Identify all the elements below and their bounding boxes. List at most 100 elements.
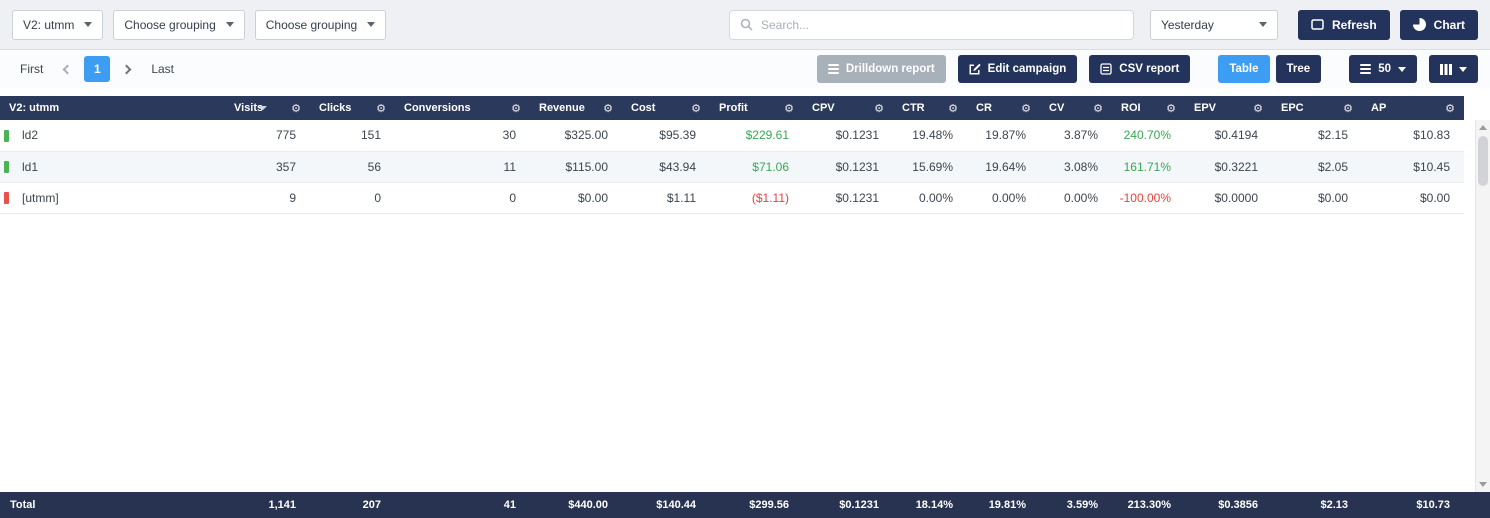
column-settings-gear-icon[interactable]: ⚙ [603, 101, 613, 115]
column-settings-gear-icon[interactable]: ⚙ [376, 101, 386, 115]
tree-view-label: Tree [1286, 63, 1311, 75]
column-header-cost[interactable]: Cost ⚙ [622, 96, 710, 120]
pagination-first[interactable]: First [20, 62, 44, 76]
total-cost: $140.44 [656, 499, 696, 511]
table-view-label: Table [1229, 63, 1259, 75]
vertical-scrollbar[interactable] [1475, 120, 1490, 492]
column-header-cpv[interactable]: CPV ⚙ [803, 96, 893, 120]
column-settings-gear-icon[interactable]: ⚙ [1445, 101, 1455, 115]
cell-visits: 9 [225, 182, 310, 214]
cell-revenue: $115.00 [530, 151, 622, 183]
column-header-epc[interactable]: EPC ⚙ [1272, 96, 1362, 120]
table-row[interactable]: ld2 775 151 30 $325.00 $95.39 $229.61 $0.1231 19… [0, 120, 1464, 152]
total-visits: 1,141 [268, 499, 296, 511]
cell-profit: $71.06 [710, 151, 803, 183]
cell-cv: 3.87% [1040, 120, 1112, 152]
columns-select[interactable] [1429, 55, 1478, 83]
column-header-epv[interactable]: EPV ⚙ [1185, 96, 1272, 120]
column-label: Profit [719, 102, 748, 114]
cell-epv: $0.4194 [1185, 120, 1272, 152]
cell-ctr: 15.69% [893, 151, 967, 183]
drilldown-report-label: Drilldown report [845, 63, 935, 75]
pagination-prev-icon[interactable] [62, 64, 73, 74]
grouping-select-2[interactable]: Choose grouping [254, 9, 387, 40]
refresh-button-label: Refresh [1331, 17, 1377, 32]
scrollbar-thumb[interactable] [1478, 136, 1488, 186]
list-icon [827, 64, 839, 74]
column-settings-gear-icon[interactable]: ⚙ [291, 101, 301, 115]
column-header-conversions[interactable]: Conversions ⚙ [395, 96, 530, 120]
scroll-up-icon[interactable] [1479, 125, 1487, 130]
column-settings-gear-icon[interactable]: ⚙ [1021, 101, 1031, 115]
total-roi: 213.30% [1127, 499, 1171, 511]
tree-view-toggle[interactable]: Tree [1275, 55, 1322, 83]
chevron-down-icon [1459, 66, 1467, 72]
cell-cr: 19.87% [967, 120, 1040, 152]
search-box [728, 9, 1134, 40]
cell-cv: 0.00% [1040, 182, 1112, 214]
cell-epv: $0.3221 [1185, 151, 1272, 183]
page-size-select[interactable]: 50 [1349, 55, 1417, 83]
column-header-name[interactable]: V2: utmm [0, 96, 225, 120]
column-header-cv[interactable]: CV ⚙ [1040, 96, 1112, 120]
column-settings-gear-icon[interactable]: ⚙ [948, 101, 958, 115]
total-label: Total [10, 499, 36, 511]
csv-report-button[interactable]: CSV report [1089, 55, 1191, 83]
pagination-next-icon[interactable] [121, 64, 132, 74]
refresh-button[interactable]: Refresh [1297, 9, 1390, 40]
column-header-clicks[interactable]: Clicks ⚙ [310, 96, 395, 120]
sort-caret-icon [259, 106, 268, 110]
scroll-down-icon[interactable] [1479, 482, 1487, 487]
cell-cpv: $0.1231 [803, 120, 893, 152]
chart-button[interactable]: Chart [1399, 9, 1478, 40]
column-settings-gear-icon[interactable]: ⚙ [1343, 101, 1353, 115]
column-settings-gear-icon[interactable]: ⚙ [784, 101, 794, 115]
chevron-down-icon [225, 22, 234, 27]
cell-ap: $10.83 [1362, 120, 1464, 152]
total-profit: $299.56 [749, 499, 789, 511]
search-input[interactable] [760, 17, 1123, 32]
grouping-select-1-value: Choose grouping [124, 17, 216, 32]
date-range-select[interactable]: Yesterday [1149, 9, 1278, 40]
column-settings-gear-icon[interactable]: ⚙ [1166, 101, 1176, 115]
column-header-cr[interactable]: CR ⚙ [967, 96, 1040, 120]
cell-cpv: $0.1231 [803, 151, 893, 183]
cell-visits: 357 [225, 151, 310, 183]
column-header-roi[interactable]: ROI ⚙ [1112, 96, 1185, 120]
csv-file-icon [1100, 63, 1112, 75]
chevron-down-icon [1258, 22, 1267, 27]
column-settings-gear-icon[interactable]: ⚙ [511, 101, 521, 115]
table-row[interactable]: [utmm] 9 0 0 $0.00 $1.11 ($1.11) $0.1231 0.00% 0.… [0, 182, 1464, 214]
chart-button-label: Chart [1433, 17, 1465, 32]
cell-ap: $0.00 [1362, 182, 1464, 214]
column-header-profit[interactable]: Profit ⚙ [710, 96, 803, 120]
column-settings-gear-icon[interactable]: ⚙ [1093, 101, 1103, 115]
total-epv: $0.3856 [1218, 499, 1258, 511]
campaign-select[interactable]: V2: utmm [12, 9, 104, 40]
column-label: CV [1049, 102, 1065, 114]
column-header-revenue[interactable]: Revenue ⚙ [530, 96, 622, 120]
column-header-ap[interactable]: AP ⚙ [1362, 96, 1464, 120]
column-label: CR [976, 102, 992, 114]
cell-cv: 3.08% [1040, 151, 1112, 183]
total-row: Total 1,141 207 41 $440.00 $140.44 $299.56 $0.1… [0, 492, 1464, 518]
edit-campaign-button[interactable]: Edit campaign [957, 55, 1078, 83]
column-header-visits[interactable]: Visits ⚙ [225, 96, 310, 120]
table-row[interactable]: ld1 357 56 11 $115.00 $43.94 $71.06 $0.1231 15.6… [0, 151, 1464, 183]
columns-icon [1440, 63, 1452, 75]
csv-report-label: CSV report [1119, 63, 1180, 75]
column-settings-gear-icon[interactable]: ⚙ [874, 101, 884, 115]
cell-cr: 19.64% [967, 151, 1040, 183]
pagination-last[interactable]: Last [151, 62, 175, 76]
column-settings-gear-icon[interactable]: ⚙ [691, 101, 701, 115]
table-view-toggle[interactable]: Table [1218, 55, 1270, 83]
cell-epc: $2.05 [1272, 151, 1362, 183]
column-settings-gear-icon[interactable]: ⚙ [1253, 101, 1263, 115]
total-revenue: $440.00 [568, 499, 608, 511]
grouping-select-1[interactable]: Choose grouping [113, 9, 245, 40]
drilldown-report-button[interactable]: Drilldown report [816, 55, 946, 83]
total-clicks: 207 [362, 499, 381, 511]
cell-epv: $0.0000 [1185, 182, 1272, 214]
pagination-current-page[interactable]: 1 [84, 56, 111, 82]
column-header-ctr[interactable]: CTR ⚙ [893, 96, 967, 120]
